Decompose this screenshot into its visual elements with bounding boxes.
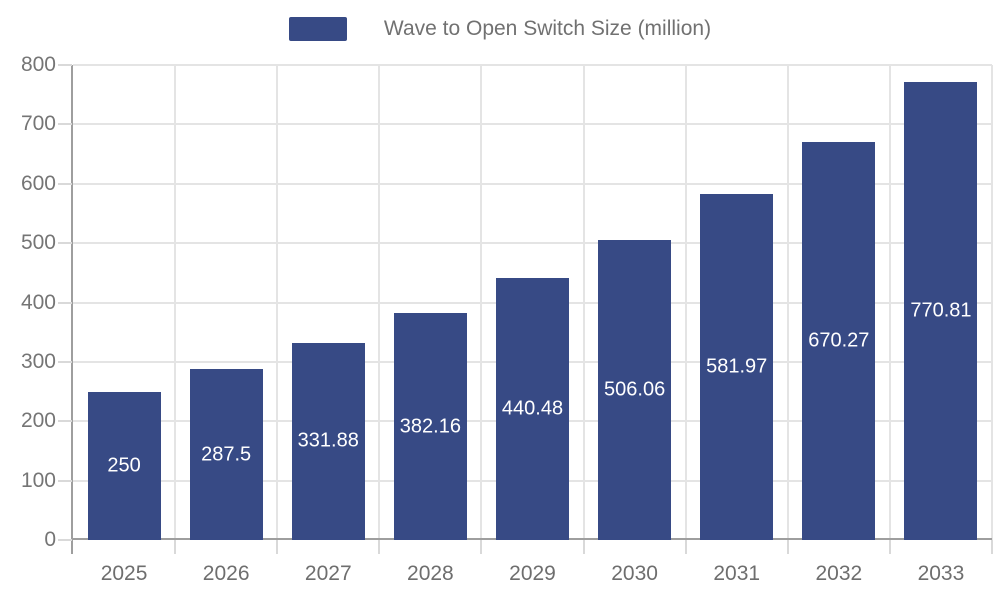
y-axis-tick-label: 800 xyxy=(20,53,56,76)
y-axis-tick-label: 100 xyxy=(20,468,56,492)
x-axis-tick xyxy=(276,540,279,554)
x-axis-tick xyxy=(684,540,687,554)
y-axis-tick xyxy=(58,479,72,482)
y-axis-tick xyxy=(58,242,72,245)
bar-2026[interactable]: 287.5 xyxy=(189,369,263,540)
x-axis-tick-label: 2025 xyxy=(100,562,148,585)
bar-2028[interactable]: 382.16 xyxy=(393,313,467,540)
bar-value-label: 670.27 xyxy=(808,329,870,352)
y-axis-tick xyxy=(58,539,72,541)
y-axis-tick xyxy=(58,182,72,185)
legend-swatch xyxy=(288,17,347,41)
x-axis-tick xyxy=(582,540,585,554)
bar-value-label: 287.5 xyxy=(201,443,252,466)
bar-2031[interactable]: 581.97 xyxy=(700,194,774,540)
x-axis-tick-label: 2030 xyxy=(611,562,658,585)
bar-value-label: 506.06 xyxy=(604,378,666,401)
bar-value-label: 770.81 xyxy=(910,299,972,322)
x-axis-tick-label: 2028 xyxy=(407,562,454,585)
legend-label: Wave to Open Switch Size (million) xyxy=(383,17,712,40)
bar-2032[interactable]: 670.27 xyxy=(802,142,876,540)
bar-value-label: 581.97 xyxy=(706,355,768,378)
bar-2027[interactable]: 331.88 xyxy=(291,342,365,540)
legend-item[interactable]: Wave to Open Switch Size (million) xyxy=(0,17,1000,41)
bar-2029[interactable]: 440.48 xyxy=(496,278,569,540)
y-axis-tick xyxy=(58,123,72,126)
x-axis-tick xyxy=(888,540,891,554)
x-axis-tick xyxy=(991,540,993,554)
x-axis-tick xyxy=(378,540,381,554)
y-axis-tick xyxy=(58,64,72,66)
y-axis-tick-label: 600 xyxy=(20,171,56,195)
x-axis-tick-label: 2033 xyxy=(917,562,965,585)
bar-2030[interactable]: 506.06 xyxy=(598,239,672,540)
y-axis-tick xyxy=(58,301,72,304)
bar-2025[interactable]: 250 xyxy=(87,391,161,540)
y-axis-tick xyxy=(58,420,72,423)
x-axis-tick-label: 2031 xyxy=(713,562,761,585)
bar-value-label: 250 xyxy=(107,454,141,477)
x-axis-tick xyxy=(480,540,483,554)
plot-area: 250 287.5 331.88 382.16 440.48 506.06 581.97 67… xyxy=(73,65,992,540)
y-axis-tick-label: 0 xyxy=(44,528,56,551)
x-axis-tick-label: 2026 xyxy=(202,562,250,585)
y-axis-tick-label: 700 xyxy=(20,112,56,136)
x-axis-tick-label: 2029 xyxy=(509,562,556,585)
bar-value-label: 440.48 xyxy=(501,397,564,420)
x-axis-tick-label: 2027 xyxy=(304,562,352,585)
x-axis-tick-label: 2032 xyxy=(815,562,863,585)
y-axis-tick-label: 500 xyxy=(20,231,56,255)
bar-2033[interactable]: 770.81 xyxy=(904,82,978,540)
x-axis-tick xyxy=(786,540,789,554)
y-axis-tick-label: 200 xyxy=(20,409,56,433)
bar-value-label: 382.16 xyxy=(399,415,461,438)
y-axis-tick-label: 300 xyxy=(20,349,56,373)
x-axis-tick xyxy=(174,540,177,554)
bar-value-label: 331.88 xyxy=(297,429,359,452)
y-axis-tick xyxy=(58,360,72,363)
y-axis-tick-label: 400 xyxy=(20,290,56,314)
